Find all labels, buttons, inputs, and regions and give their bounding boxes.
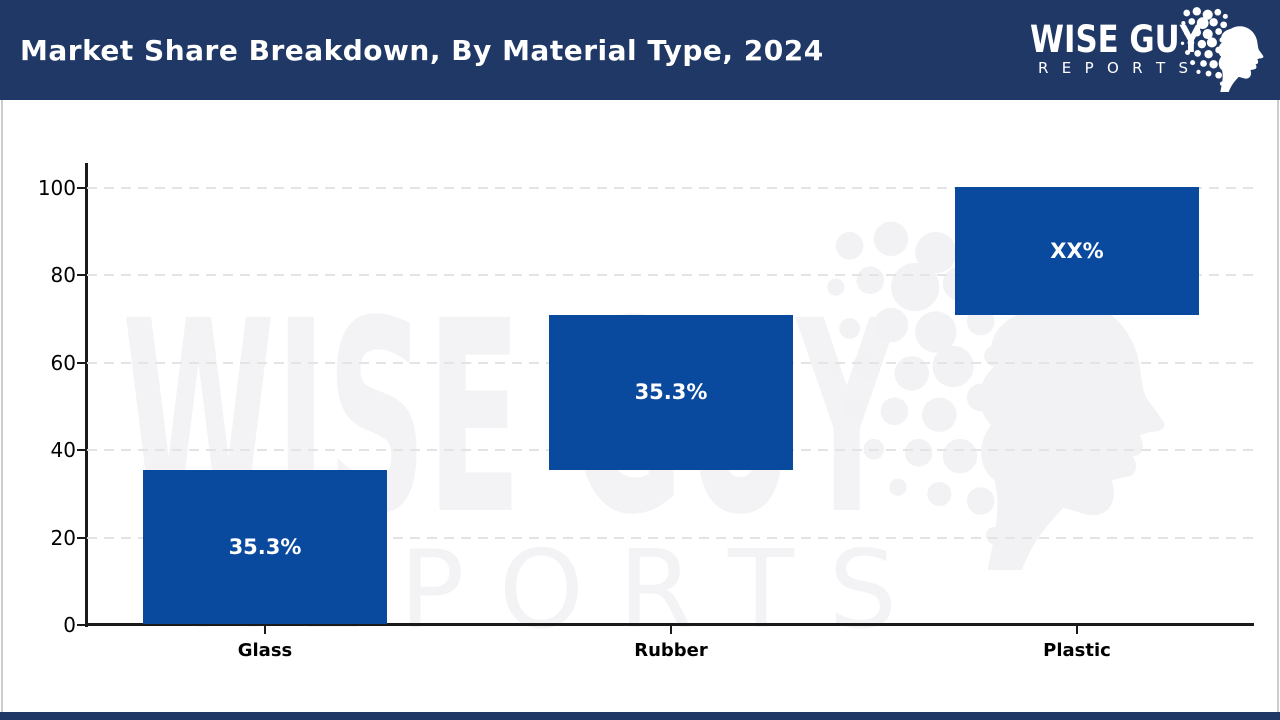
y-tick (77, 186, 85, 189)
gridline (87, 274, 1253, 276)
y-tick (77, 536, 85, 539)
bar-plastic-text: XX% (1050, 238, 1104, 263)
x-axis-label-glass: Glass (185, 640, 345, 661)
y-tick (77, 274, 85, 276)
logo-reports-text: R E P O R T S (1038, 59, 1188, 77)
gridline (87, 536, 1253, 539)
bar-glass-text: 35.3% (228, 534, 302, 559)
bar-plastic: XX% (955, 186, 1199, 316)
y-tick-label: 40 (16, 440, 76, 460)
wiseguy-logo: WISE GUY R E P O R T S (1030, 7, 1264, 92)
left-edge-line (1, 100, 3, 712)
x-tick (264, 626, 266, 634)
y-axis-spine (85, 163, 88, 627)
y-tick-label: 100 (16, 178, 76, 198)
y-tick (77, 624, 85, 626)
y-tick-label-text: 60 (50, 350, 76, 375)
y-tick-label: 0 (16, 615, 76, 635)
header: Market Share Breakdown, By Material Type… (0, 0, 1280, 100)
x-axis-label-plastic-text: Plastic (1043, 640, 1111, 661)
x-axis-label-plastic: Plastic (997, 640, 1157, 661)
bar-rubber: 35.3% (549, 315, 793, 470)
logo-wordmark: WISE GUY (1030, 18, 1203, 61)
y-tick-label-text: 40 (50, 438, 76, 462)
x-axis-label-rubber-text: Rubber (634, 640, 708, 661)
y-tick-label: 20 (16, 528, 76, 548)
y-tick-label-text: 20 (50, 525, 76, 550)
y-tick-label-text: 80 (50, 263, 76, 287)
y-tick-label-text: 0 (63, 613, 76, 637)
x-axis-label-rubber: Rubber (591, 640, 751, 661)
gridline (87, 186, 1253, 189)
x-tick (1076, 626, 1078, 634)
footer-bar (0, 712, 1280, 720)
right-edge-line (1277, 100, 1279, 712)
bar-glass: 35.3% (143, 469, 387, 624)
x-tick (670, 626, 672, 634)
bar-rubber-text: 35.3% (634, 380, 708, 405)
y-tick (77, 361, 85, 364)
x-axis-spine (85, 623, 1254, 626)
plot-area: WISE GUY R E P O R T S 02040608010035.3%… (0, 100, 1280, 712)
page-title: Market Share Breakdown, By Material Type… (20, 33, 824, 67)
y-tick-label: 80 (16, 265, 76, 285)
y-tick-label: 60 (16, 353, 76, 373)
y-tick-label-text: 100 (37, 175, 76, 200)
y-tick (77, 449, 85, 451)
x-axis-label-glass-text: Glass (237, 640, 293, 661)
